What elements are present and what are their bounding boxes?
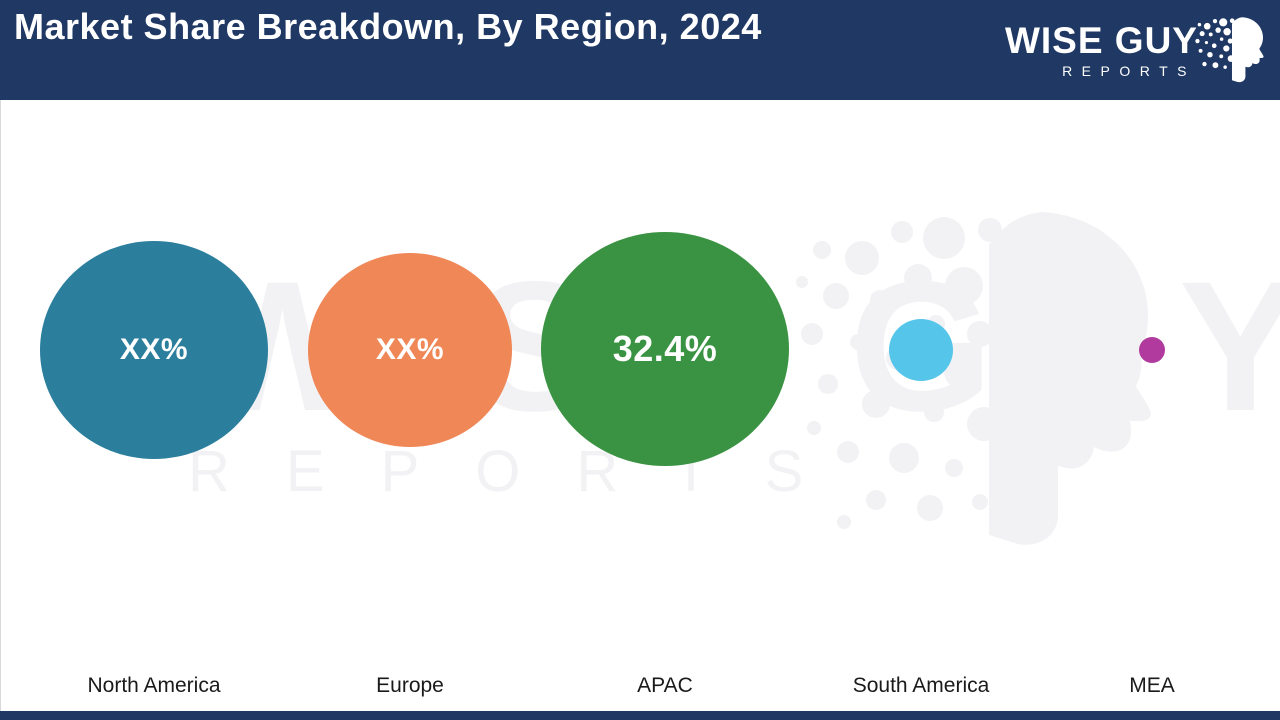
bubble-value-label-apac: 32.4%	[612, 328, 718, 369]
category-label-north-america: North America	[87, 674, 221, 697]
page-title: Market Share Breakdown, By Region, 2024	[14, 6, 762, 47]
wise-guy-reports-logo: WISE GUY REPORTS	[1005, 6, 1270, 96]
bubble-mea	[1139, 337, 1165, 363]
left-edge-line	[0, 100, 1, 712]
bubble-apac: 32.4%	[541, 232, 789, 466]
header-bar: Market Share Breakdown, By Region, 2024 …	[0, 0, 1280, 100]
category-label-europe: Europe	[376, 674, 444, 697]
category-label-south-america: South America	[852, 674, 990, 697]
bottom-accent-bar	[0, 711, 1280, 720]
bubble-value-label-europe: XX%	[375, 333, 445, 366]
logo-head-icon	[1195, 17, 1264, 83]
bubble-value-label-north-america: XX%	[119, 333, 189, 366]
bubble-south-america	[889, 319, 953, 381]
bubble-chart: XX% North America XX% Europe 32.4% APAC South …	[0, 100, 1280, 712]
logo-wiseguy-label: WISE GUY	[1004, 20, 1198, 61]
logo-text: WISE GUY REPORTS	[1005, 22, 1198, 78]
category-label-apac: APAC	[637, 674, 693, 697]
bubble-europe: XX%	[308, 253, 512, 447]
category-label-mea: MEA	[1129, 674, 1175, 697]
bubble-north-america: XX%	[40, 241, 268, 459]
logo-reports-label: REPORTS	[1062, 63, 1196, 79]
